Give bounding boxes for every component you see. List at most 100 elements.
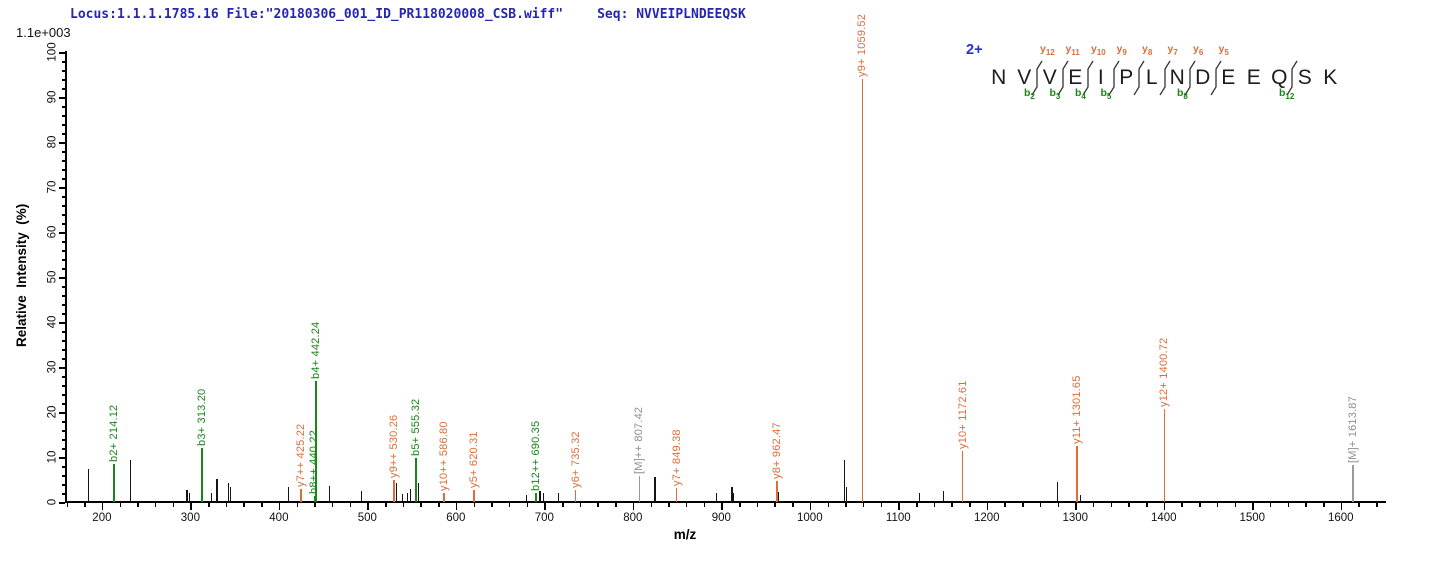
x-axis-tick [916, 503, 918, 507]
spectrum-peak-annotated [1075, 446, 1078, 502]
spectrum-peak [731, 487, 733, 502]
x-axis-tick [1039, 503, 1042, 507]
x-axis [65, 501, 1386, 503]
spectrum-peak-annotated [861, 79, 864, 502]
residue-letter: S [1297, 66, 1312, 89]
x-axis-tick [951, 503, 953, 507]
peak-ion-label-text: [M]++ 807.42 [633, 406, 646, 474]
x-axis-tick [986, 503, 989, 510]
x-axis-tick [1146, 503, 1148, 507]
y-axis-tick [62, 169, 65, 171]
y-ion-series-label: y5 [1218, 43, 1229, 58]
x-axis-tick [455, 503, 458, 510]
spectrum-peak [733, 493, 735, 502]
x-axis-tick [1057, 503, 1060, 507]
x-axis-tick [491, 503, 493, 507]
residue-letter: K [1323, 66, 1338, 89]
spectrum-peak [410, 488, 412, 502]
b-ion-series-label: b2 [1024, 87, 1035, 102]
spectrum-peak [88, 469, 90, 502]
x-axis-tick-label: 1600 [1327, 512, 1354, 524]
x-axis-tick [66, 503, 68, 507]
spectrum-peak-annotated [574, 490, 577, 502]
residue-letter: P [1119, 66, 1134, 89]
peak-ion-label-text: b4+ 442.24 [310, 321, 323, 379]
peak-ion-label-text: y8+ 962.47 [770, 422, 783, 480]
x-axis-tick [898, 503, 900, 510]
spectrum-peak [919, 493, 921, 502]
intensity-scale-note: 1.1e+003 [16, 25, 71, 40]
y-axis-tick [62, 475, 65, 477]
fragment-cut-line [1107, 60, 1120, 96]
peak-ion-label: b3+ 313.20 [196, 389, 208, 446]
y-ion-series-label: y11 [1065, 43, 1080, 58]
x-axis-tick [438, 503, 440, 507]
spectrum-peak [654, 476, 656, 502]
residue-letter: V [1042, 66, 1057, 89]
y-axis-tick [62, 304, 65, 306]
x-axis-tick [154, 503, 157, 507]
peak-ion-label: y7++ 425.22 [295, 424, 307, 487]
b-ion-series-label: b3 [1049, 87, 1061, 102]
x-axis-tick [615, 503, 617, 507]
x-axis-tick [1376, 503, 1378, 507]
y-axis-tick-label-text: 90 [46, 90, 59, 104]
y-axis-title: Relative Intensity (%) [14, 203, 29, 347]
x-axis-tick-label: 500 [357, 512, 377, 524]
spectrum-peak [542, 493, 545, 502]
y-axis-tick-label-text: 0 [46, 498, 59, 506]
y-axis [65, 51, 67, 503]
x-axis-tick [1340, 503, 1343, 510]
peak-ion-label-text: [M]+ 1613.87 [1347, 396, 1360, 464]
spectrum-peak-annotated [961, 451, 964, 502]
x-axis-tick [597, 503, 599, 507]
x-axis-tick-label: 1300 [1062, 512, 1089, 524]
spectrum-peak-annotated [313, 495, 316, 502]
spectrum-peak [845, 487, 847, 502]
peak-ion-label-text: b2+ 214.12 [108, 404, 121, 462]
x-axis-tick [296, 503, 299, 507]
spectrum-peak [328, 486, 330, 502]
x-axis-tick [137, 503, 139, 507]
residue-letter: E [1246, 66, 1261, 89]
y-axis-tick [59, 457, 65, 459]
spectrum-peak [402, 493, 404, 502]
y-axis-tick [62, 448, 65, 450]
y-axis-tick [62, 223, 65, 225]
x-axis-tick [367, 503, 369, 510]
x-axis-tick [721, 503, 723, 510]
peak-ion-label: y11+ 1301.65 [1071, 376, 1083, 445]
y-axis-tick [62, 115, 65, 117]
x-axis-tick [792, 503, 794, 507]
y-axis-tick-label-text: 60 [46, 225, 59, 239]
spectrum-peak-annotated [1163, 408, 1166, 502]
y-axis-tick-label-text: 10 [46, 450, 59, 464]
y-axis-tick [62, 88, 65, 90]
y-axis-tick [62, 241, 65, 243]
x-axis-tick [1234, 503, 1237, 507]
residue-letter: D [1195, 66, 1211, 89]
spectrum-peak [229, 486, 231, 502]
peak-ion-label-text: y9+ 1059.52 [856, 13, 869, 77]
y-axis-tick [62, 178, 65, 180]
spectrum-peak-annotated [443, 493, 446, 502]
residue-letter: N [991, 66, 1007, 89]
x-axis-tick [685, 503, 688, 507]
y-axis-tick [59, 502, 65, 504]
y-axis-tick [59, 322, 65, 324]
b-ion-series-label: b5 [1100, 87, 1112, 102]
spectrum-peak [129, 459, 131, 502]
x-axis-tick [331, 503, 334, 507]
peak-ion-label: b12++ 690.35 [530, 421, 542, 491]
spectrum-peak-annotated [638, 475, 640, 502]
y-axis-tick [59, 277, 65, 279]
x-axis-tick [1092, 503, 1095, 507]
x-axis-tick [1004, 503, 1006, 507]
y-axis-tick-label: 90 [47, 91, 60, 104]
peak-ion-label-text: y10+ 1172.61 [956, 380, 969, 450]
peak-ion-label: y10+ 1172.61 [957, 381, 969, 450]
y-axis-tick [62, 313, 65, 315]
peak-ion-label: y6+ 735.32 [570, 432, 582, 489]
spectrum-peak [189, 492, 191, 502]
x-axis-tick [1287, 503, 1290, 507]
